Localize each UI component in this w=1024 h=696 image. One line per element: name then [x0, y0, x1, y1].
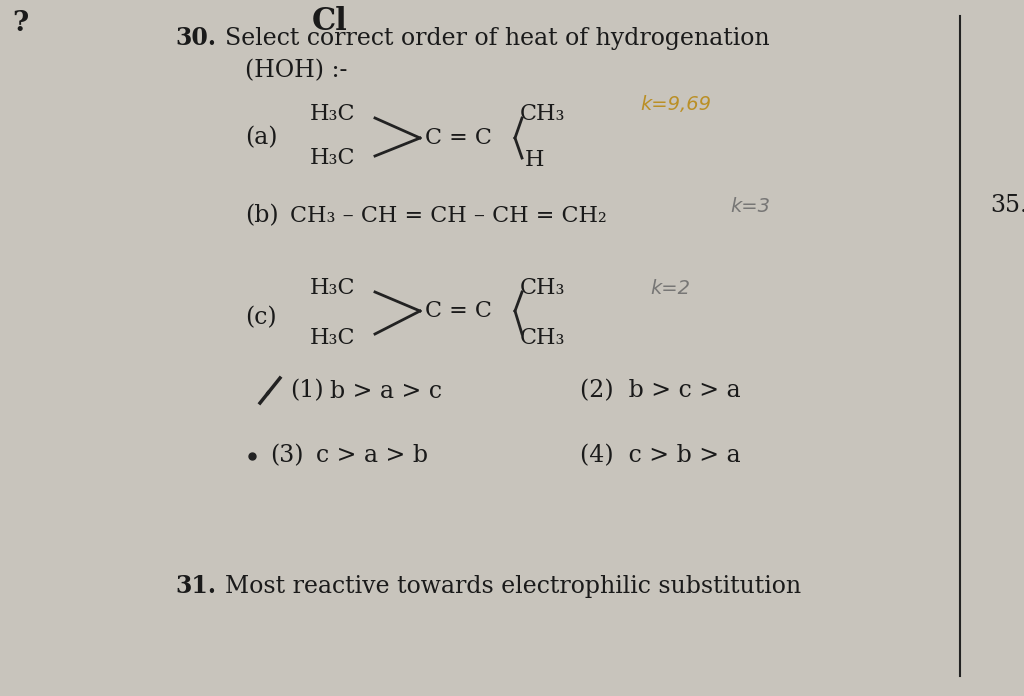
Text: (b): (b)	[245, 205, 279, 228]
Text: Most reactive towards electrophilic substitution: Most reactive towards electrophilic subs…	[225, 574, 801, 597]
Text: 35.: 35.	[990, 194, 1024, 217]
Text: 31.: 31.	[175, 574, 216, 598]
Text: (HOH) :-: (HOH) :-	[245, 59, 347, 83]
Text: b > a > c: b > a > c	[330, 379, 442, 402]
Text: CH₃: CH₃	[520, 277, 565, 299]
Text: (4)  c > b > a: (4) c > b > a	[580, 445, 740, 468]
Text: H₃C: H₃C	[310, 327, 355, 349]
Text: (2)  b > c > a: (2) b > c > a	[580, 379, 740, 402]
Text: H: H	[525, 149, 545, 171]
Text: CH₃: CH₃	[520, 327, 565, 349]
Text: 30.: 30.	[175, 26, 216, 50]
Text: k=9,69: k=9,69	[640, 95, 711, 113]
Text: k=2: k=2	[650, 278, 690, 297]
Text: (a): (a)	[245, 127, 278, 150]
Text: H₃C: H₃C	[310, 147, 355, 169]
Text: (c): (c)	[245, 306, 276, 329]
Text: CH₃ – CH = CH – CH = CH₂: CH₃ – CH = CH – CH = CH₂	[290, 205, 607, 227]
Text: Cl: Cl	[312, 6, 348, 37]
Text: c > a > b: c > a > b	[316, 445, 428, 468]
Text: H₃C: H₃C	[310, 103, 355, 125]
Text: H₃C: H₃C	[310, 277, 355, 299]
Text: CH₃: CH₃	[520, 103, 565, 125]
Text: C = C: C = C	[425, 127, 492, 149]
Text: (3): (3)	[270, 445, 303, 468]
Text: k=3: k=3	[730, 196, 770, 216]
Text: ?: ?	[12, 10, 29, 37]
Text: Select correct order of heat of hydrogenation: Select correct order of heat of hydrogen…	[225, 26, 770, 49]
Text: (1): (1)	[290, 379, 324, 402]
Text: C = C: C = C	[425, 300, 492, 322]
